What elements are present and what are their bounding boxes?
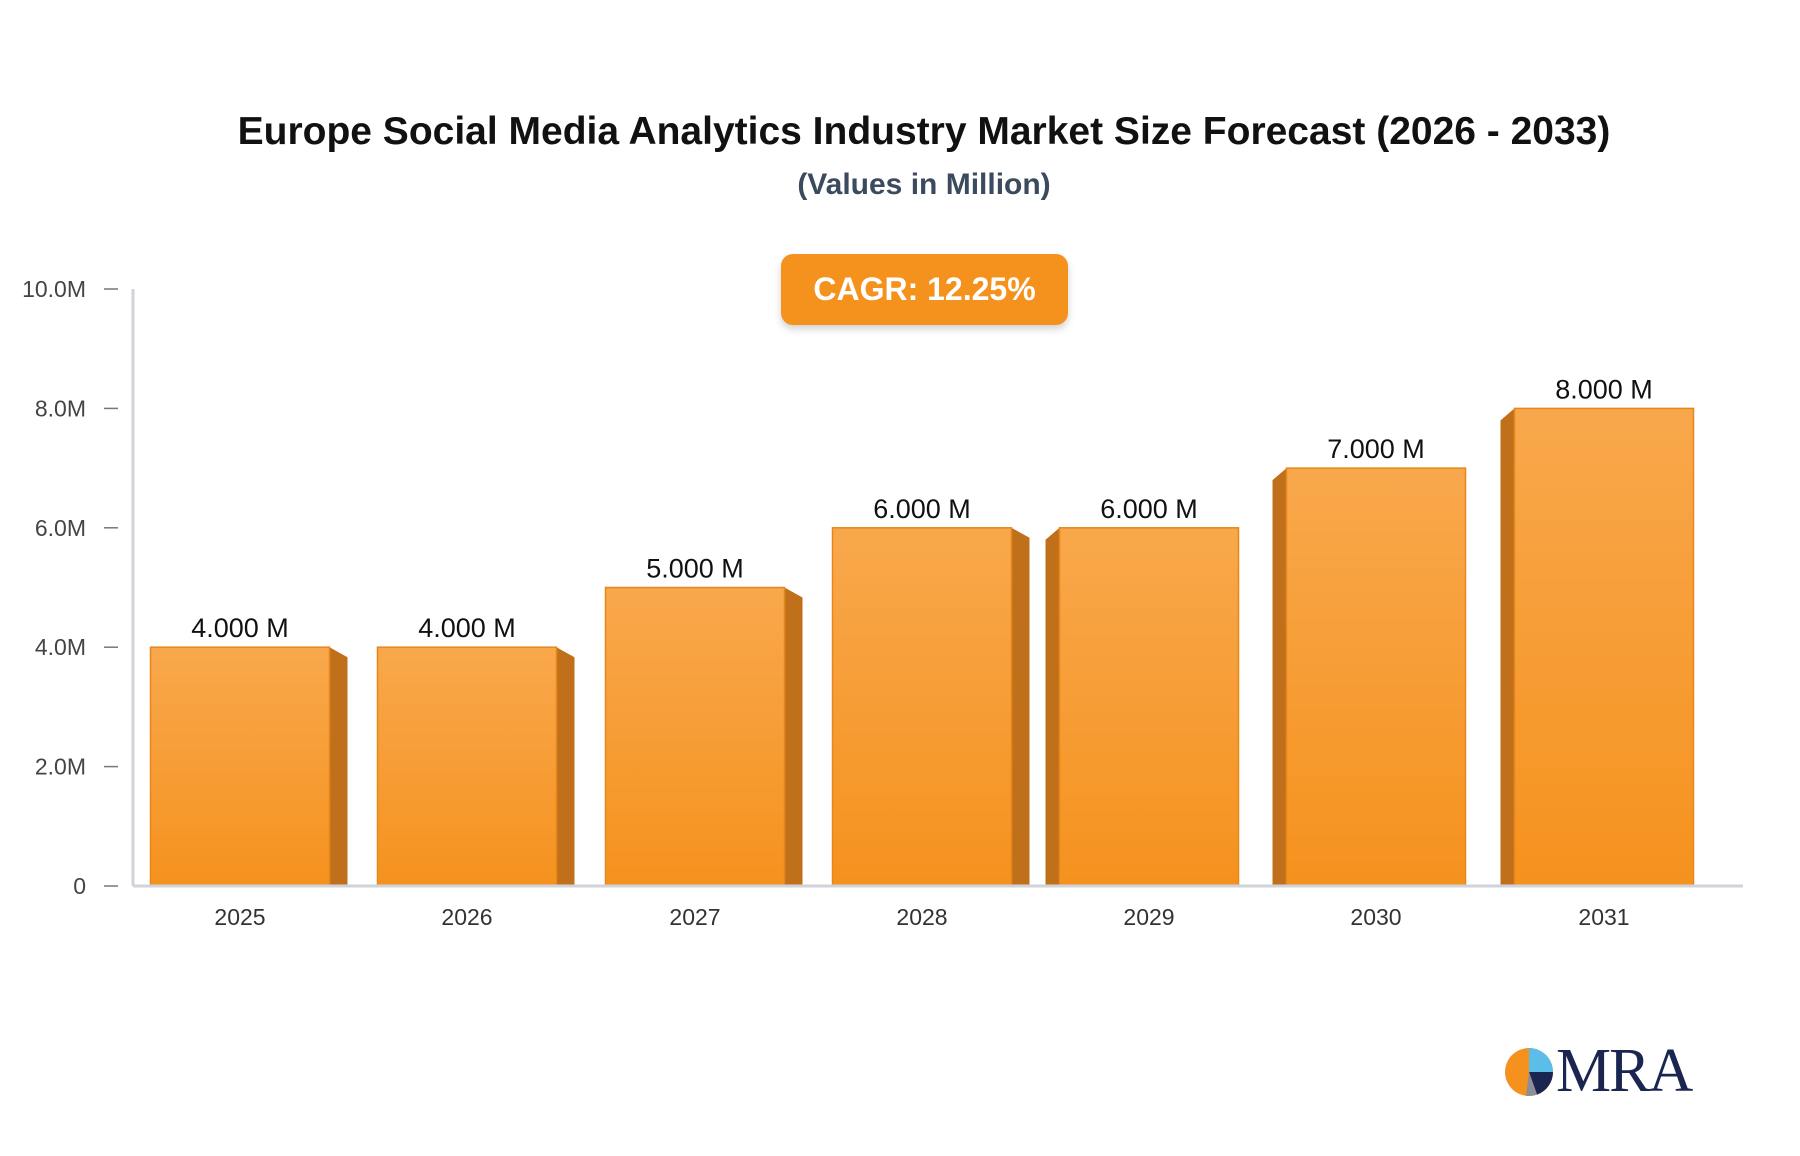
logo-pie-icon [1505, 1047, 1553, 1096]
bar-side [1500, 408, 1515, 886]
chart-subtitle: (Values in Million) [797, 168, 1051, 201]
bar [604, 586, 786, 887]
chart-title: Europe Social Media Analytics Industry M… [237, 110, 1611, 153]
bar-side [1011, 527, 1030, 886]
data-label: 8.000 M [1555, 374, 1653, 404]
x-tick-label: 2027 [669, 904, 720, 930]
y-tick-label: 0 [73, 873, 86, 899]
bar-side [784, 587, 803, 886]
bar [1513, 407, 1695, 887]
bar [1285, 467, 1467, 887]
y-tick-label: 8.0M [35, 395, 86, 421]
data-label: 6.000 M [1100, 494, 1198, 524]
bar-side [329, 647, 348, 886]
x-tick-label: 2030 [1350, 904, 1401, 930]
x-tick-label: 2025 [214, 904, 265, 930]
bar-side [1045, 527, 1060, 886]
logo-text: MRA [1556, 1037, 1693, 1105]
data-label: 5.000 M [646, 554, 744, 584]
data-label: 4.000 M [418, 613, 516, 643]
data-label: 7.000 M [1327, 434, 1425, 464]
y-tick-label: 10.0M [22, 276, 86, 302]
x-tick-label: 2026 [441, 904, 492, 930]
cagr-badge: CAGR: 12.25% [781, 254, 1068, 325]
x-tick-label: 2029 [1123, 904, 1174, 930]
bar [1058, 527, 1240, 887]
bar [149, 646, 331, 887]
y-tick-label: 4.0M [35, 634, 86, 660]
y-tick-label: 2.0M [35, 754, 86, 780]
bar [831, 527, 1013, 887]
bar-side [556, 647, 575, 886]
mra-logo: MRA [1504, 1036, 1693, 1107]
data-label: 4.000 M [191, 613, 289, 643]
x-tick-label: 2028 [896, 904, 947, 930]
bar-side [1272, 468, 1287, 886]
y-tick-label: 6.0M [35, 515, 86, 541]
data-label: 6.000 M [873, 494, 971, 524]
x-tick-label: 2031 [1578, 904, 1629, 930]
bar [376, 646, 558, 887]
